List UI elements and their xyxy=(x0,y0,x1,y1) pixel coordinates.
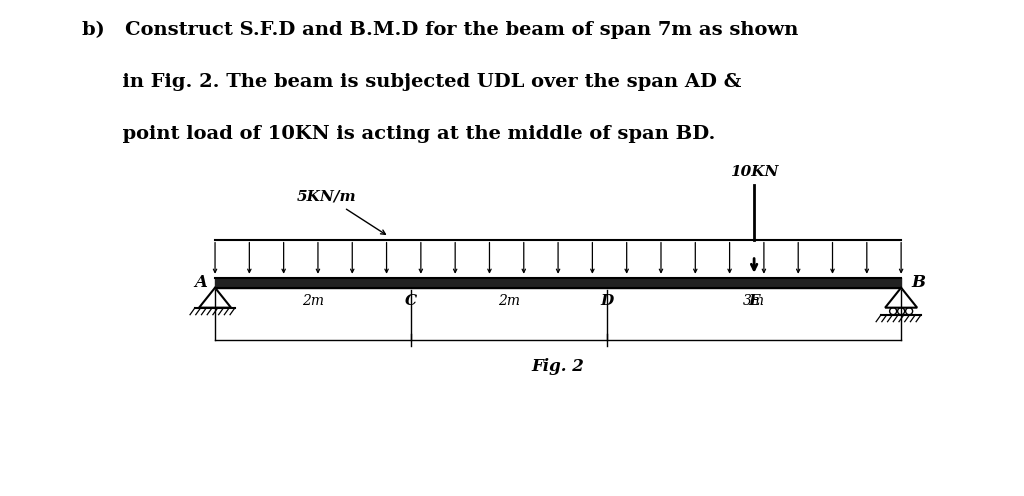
Text: D: D xyxy=(600,294,613,308)
Text: Fig. 2: Fig. 2 xyxy=(531,358,585,374)
Text: 5KN/m: 5KN/m xyxy=(296,189,356,204)
Text: B: B xyxy=(911,274,925,291)
Text: point load of 10KN is acting at the middle of span BD.: point load of 10KN is acting at the midd… xyxy=(82,125,716,143)
Text: b)   Construct S.F.D and B.M.D for the beam of span 7m as shown: b) Construct S.F.D and B.M.D for the bea… xyxy=(82,21,799,39)
Text: 10KN: 10KN xyxy=(730,165,778,179)
Text: C: C xyxy=(406,294,417,308)
Text: A: A xyxy=(195,274,207,291)
Text: E: E xyxy=(749,294,760,308)
Text: in Fig. 2. The beam is subjected UDL over the span AD &: in Fig. 2. The beam is subjected UDL ove… xyxy=(82,73,741,91)
Text: 2m: 2m xyxy=(498,294,520,308)
Text: 3m: 3m xyxy=(743,294,765,308)
Text: 2m: 2m xyxy=(302,294,324,308)
